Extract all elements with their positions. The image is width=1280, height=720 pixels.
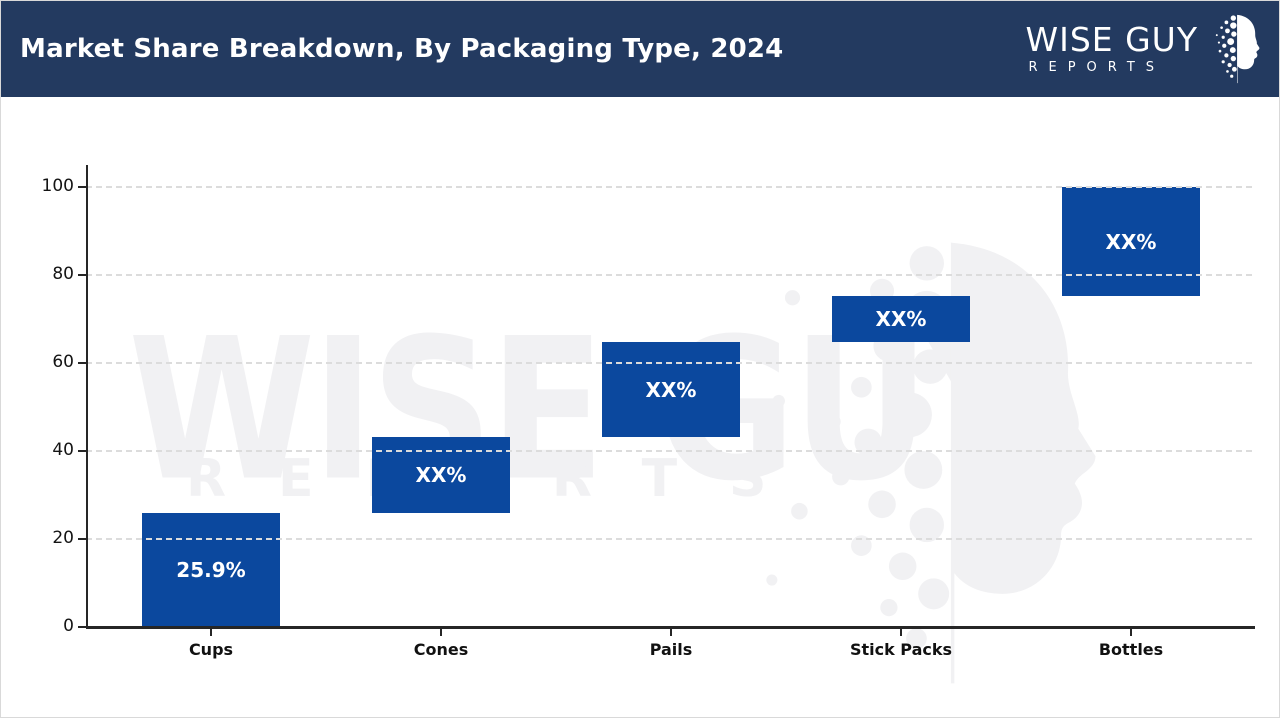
- x-tick-label-1: Cups: [188, 640, 234, 659]
- chart-title: Market Share Breakdown, By Packaging Typ…: [20, 33, 784, 64]
- chart-area: WISE GUY REPORTS 25.9%XX%XX%XX%XX%020406…: [0, 97, 1280, 717]
- bar-value-label: XX%: [875, 307, 927, 331]
- bar-pails: XX%: [602, 342, 740, 437]
- gridline-20: [86, 538, 1255, 540]
- x-tick-5: [1130, 629, 1132, 636]
- y-tick-label-20: 20: [52, 528, 74, 548]
- bar-value-label: XX%: [415, 463, 467, 487]
- logo-wordmark: WISE GUY: [1025, 20, 1198, 60]
- x-tick-3: [670, 629, 672, 636]
- y-tick-80: [78, 274, 86, 276]
- y-tick-label-80: 80: [52, 264, 74, 284]
- gridline-100: [86, 186, 1255, 188]
- x-tick-label-4: Stick Packs: [849, 640, 953, 659]
- y-tick-label-60: 60: [52, 352, 74, 372]
- x-tick-label-5: Bottles: [1098, 640, 1164, 659]
- y-axis-line: [86, 165, 88, 627]
- x-tick-4: [900, 629, 902, 636]
- x-axis-line: [86, 626, 1255, 629]
- y-tick-100: [78, 186, 86, 188]
- x-tick-2: [440, 629, 442, 636]
- header: Market Share Breakdown, By Packaging Typ…: [0, 0, 1280, 97]
- gridline-80: [86, 274, 1255, 276]
- x-tick-1: [210, 629, 212, 636]
- bar-stick-packs: XX%: [832, 296, 970, 342]
- y-tick-label-100: 100: [41, 176, 74, 196]
- y-tick-40: [78, 450, 86, 452]
- y-tick-label-0: 0: [63, 616, 74, 636]
- bar-bottles: XX%: [1062, 187, 1200, 296]
- bar-value-label: 25.9%: [176, 558, 246, 582]
- y-tick-60: [78, 362, 86, 364]
- y-tick-20: [78, 538, 86, 540]
- bar-value-label: XX%: [1105, 229, 1157, 254]
- y-tick-label-40: 40: [52, 440, 74, 460]
- bar-value-label: XX%: [645, 377, 697, 402]
- logo-subtitle: REPORTS: [1028, 59, 1166, 75]
- wise-guy-logo: WISE GUY REPORTS: [1025, 4, 1268, 94]
- gridline-60: [86, 362, 1255, 364]
- y-tick-0: [78, 626, 86, 628]
- logo-head-icon: [1215, 14, 1260, 84]
- bar-cups: 25.9%: [142, 513, 280, 627]
- x-tick-label-2: Cones: [413, 640, 469, 659]
- logo-wordmark-block: WISE GUY REPORTS: [1025, 23, 1198, 75]
- x-tick-label-3: Pails: [649, 640, 693, 659]
- gridline-40: [86, 450, 1255, 452]
- bar-cones: XX%: [372, 437, 510, 513]
